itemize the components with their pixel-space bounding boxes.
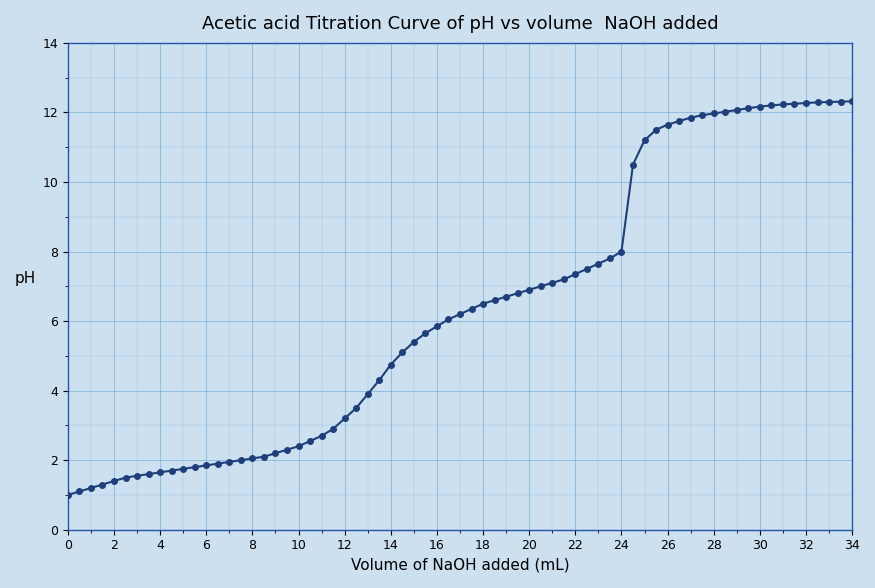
X-axis label: Volume of NaOH added (mL): Volume of NaOH added (mL) bbox=[351, 558, 570, 573]
Title: Acetic acid Titration Curve of pH vs volume  NaOH added: Acetic acid Titration Curve of pH vs vol… bbox=[202, 15, 718, 33]
Y-axis label: pH: pH bbox=[15, 271, 36, 286]
